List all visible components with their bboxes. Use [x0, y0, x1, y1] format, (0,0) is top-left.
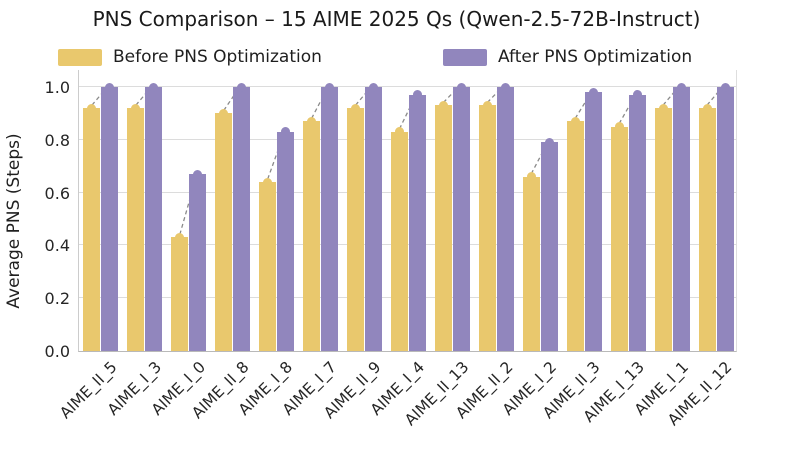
bar-top-marker-icon [237, 82, 247, 92]
bar-top-marker-icon [219, 108, 229, 118]
gridline [79, 86, 736, 87]
bar-after [540, 142, 558, 351]
y-tick-label: 0.8 [44, 130, 70, 150]
bar-after [277, 131, 295, 351]
bar-top-marker-icon [131, 103, 141, 113]
legend-item-before: Before PNS Optimization [58, 47, 322, 67]
bar-before [566, 121, 584, 351]
bar-top-marker-icon [720, 82, 730, 92]
bar-after [584, 92, 602, 351]
bar-after [365, 87, 383, 351]
bar-before [391, 131, 408, 351]
bar-after [233, 87, 251, 351]
bar-top-marker-icon [632, 90, 642, 100]
y-axis-label: Average PNS (Steps) [4, 133, 24, 309]
bar-after [145, 87, 163, 351]
bar-before [478, 105, 496, 351]
bar-before [127, 108, 145, 351]
bar-top-marker-icon [570, 116, 580, 126]
legend-label-after: After PNS Optimization [498, 47, 693, 67]
bar-top-marker-icon [105, 82, 115, 92]
bar-before [522, 176, 540, 351]
bar-before [171, 237, 189, 351]
bar-top-marker-icon [87, 103, 97, 113]
y-tick-label: 0.2 [44, 289, 70, 309]
bar-top-marker-icon [482, 100, 492, 110]
bar-after [101, 87, 119, 351]
bar-top-marker-icon [413, 90, 422, 100]
legend-item-after: After PNS Optimization [443, 47, 692, 67]
bar-after [628, 94, 646, 351]
bar-before [259, 182, 277, 351]
bar-before [654, 108, 672, 351]
bar-after [672, 87, 690, 351]
bar-top-marker-icon [614, 122, 624, 132]
bar-after [321, 87, 339, 351]
bar-after [409, 94, 426, 351]
bar-top-marker-icon [588, 87, 598, 97]
plot-area [78, 70, 737, 352]
pair-connector-line [223, 83, 243, 111]
bar-after [189, 174, 207, 351]
bar-top-marker-icon [193, 169, 203, 179]
bar-before [698, 108, 716, 351]
bar-top-marker-icon [676, 82, 686, 92]
bar-before [434, 105, 452, 351]
bar-top-marker-icon [281, 127, 291, 137]
bar-top-marker-icon [351, 103, 361, 113]
bar-after [496, 87, 514, 351]
bar-before [347, 108, 365, 351]
legend-swatch-after-icon [443, 48, 487, 66]
bar-top-marker-icon [456, 82, 466, 92]
y-tick-label: 0.6 [44, 183, 70, 203]
bar-top-marker-icon [175, 232, 185, 242]
bar-top-marker-icon [526, 172, 536, 182]
bar-top-marker-icon [702, 103, 712, 113]
bar-top-marker-icon [369, 82, 379, 92]
bar-before [610, 126, 628, 351]
bar-top-marker-icon [325, 82, 335, 92]
bar-top-marker-icon [438, 100, 448, 110]
bar-top-marker-icon [500, 82, 510, 92]
y-tick-label: 0.0 [44, 342, 70, 361]
bar-top-marker-icon [263, 177, 273, 187]
bar-top-marker-icon [149, 82, 159, 92]
y-tick-label: 0.4 [44, 236, 70, 256]
bar-before [83, 108, 101, 351]
legend-label-before: Before PNS Optimization [113, 47, 322, 67]
bar-top-marker-icon [658, 103, 668, 113]
bar-top-marker-icon [544, 137, 554, 147]
bar-top-marker-icon [307, 116, 317, 126]
bar-before [215, 113, 233, 351]
bar-after [452, 87, 470, 351]
legend-swatch-before-icon [58, 48, 102, 66]
chart-title: PNS Comparison – 15 AIME 2025 Qs (Qwen-2… [92, 7, 701, 31]
pair-connector-line [179, 170, 199, 235]
bar-before [303, 121, 321, 351]
bar-after [716, 87, 734, 351]
bar-top-marker-icon [395, 127, 404, 137]
y-tick-label: 1.0 [44, 78, 70, 97]
